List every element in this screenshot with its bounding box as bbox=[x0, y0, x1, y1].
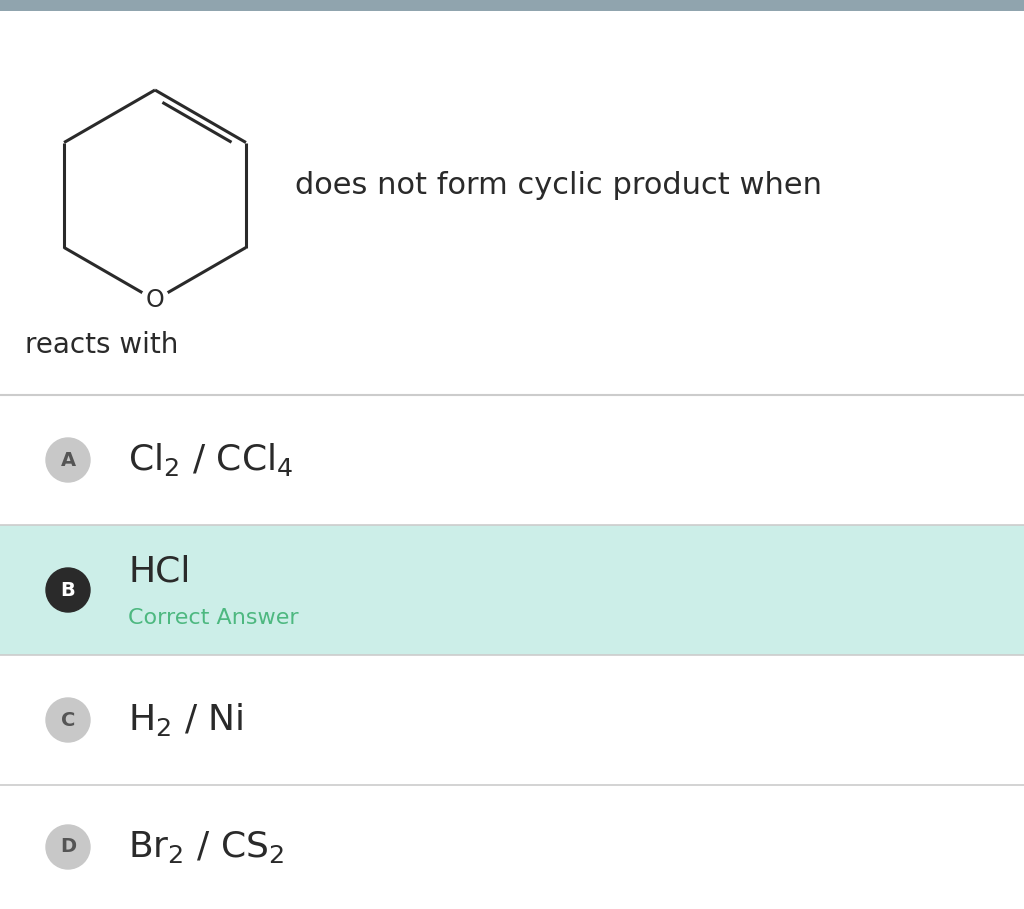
Circle shape bbox=[46, 825, 90, 869]
FancyBboxPatch shape bbox=[0, 655, 1024, 785]
Text: B: B bbox=[60, 581, 76, 600]
Text: Br$_2$ / CS$_2$: Br$_2$ / CS$_2$ bbox=[128, 829, 285, 865]
Circle shape bbox=[46, 698, 90, 742]
Text: Correct Answer: Correct Answer bbox=[128, 608, 299, 628]
Text: Cl$_2$ / CCl$_4$: Cl$_2$ / CCl$_4$ bbox=[128, 442, 293, 478]
Circle shape bbox=[141, 286, 169, 314]
Text: HCl: HCl bbox=[128, 555, 190, 589]
FancyBboxPatch shape bbox=[0, 11, 1024, 395]
Text: reacts with: reacts with bbox=[25, 331, 178, 359]
FancyBboxPatch shape bbox=[0, 525, 1024, 655]
Text: C: C bbox=[60, 711, 75, 730]
Text: O: O bbox=[145, 288, 165, 312]
Text: D: D bbox=[60, 837, 76, 856]
Text: A: A bbox=[60, 451, 76, 470]
FancyBboxPatch shape bbox=[0, 395, 1024, 525]
FancyBboxPatch shape bbox=[0, 0, 1024, 11]
Text: H$_2$ / Ni: H$_2$ / Ni bbox=[128, 702, 244, 738]
Circle shape bbox=[46, 438, 90, 482]
Circle shape bbox=[46, 568, 90, 612]
Text: does not form cyclic product when: does not form cyclic product when bbox=[295, 171, 822, 199]
FancyBboxPatch shape bbox=[0, 785, 1024, 909]
